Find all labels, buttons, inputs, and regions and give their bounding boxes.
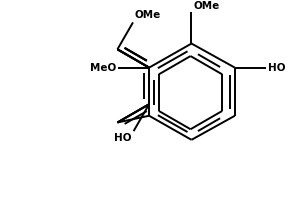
Text: OMe: OMe [193, 0, 220, 10]
Text: OMe: OMe [135, 10, 161, 20]
Text: MeO: MeO [90, 63, 116, 73]
Text: HO: HO [268, 63, 285, 73]
Text: HO: HO [114, 133, 132, 143]
